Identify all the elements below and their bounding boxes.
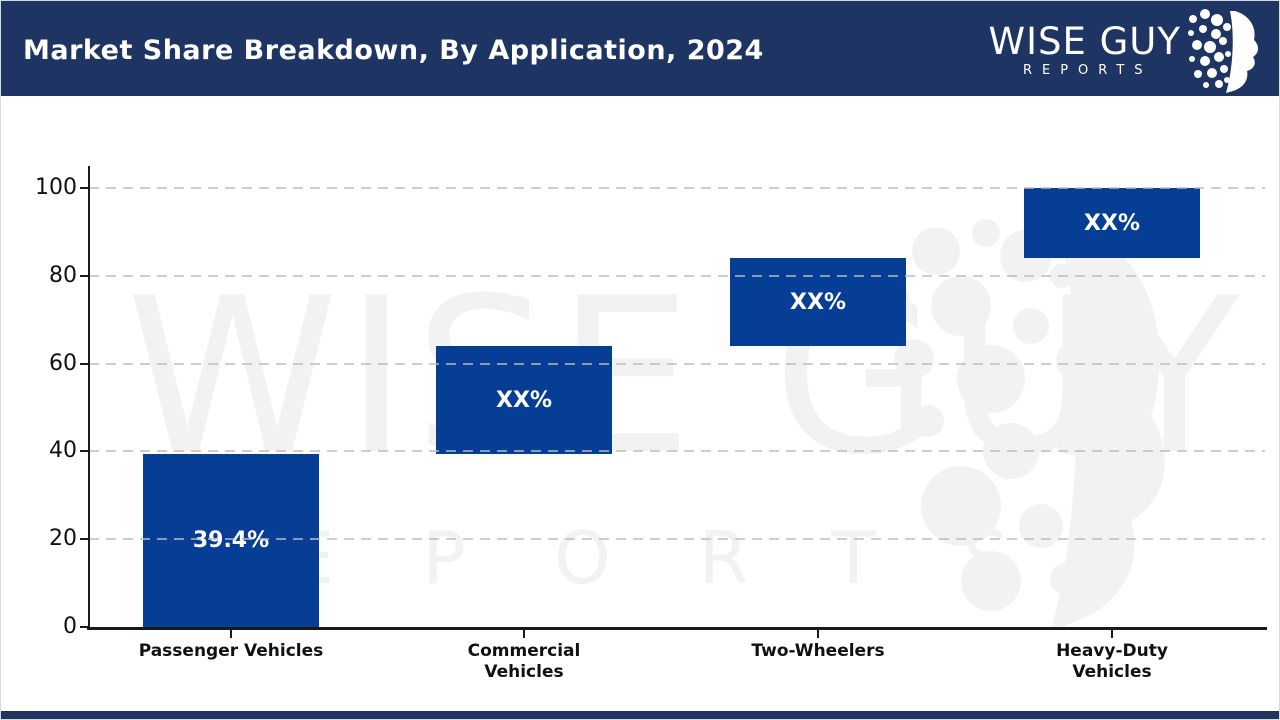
bar-segment-3: XX% bbox=[730, 258, 906, 347]
bar-value-label: XX% bbox=[1084, 210, 1140, 236]
x-tick-3 bbox=[817, 630, 819, 638]
header-bar: Market Share Breakdown, By Application, … bbox=[1, 1, 1279, 96]
x-category-label-line: Two-Wheelers bbox=[751, 641, 885, 661]
brand-name: WISE GUY bbox=[988, 20, 1181, 63]
x-tick-4 bbox=[1111, 630, 1113, 638]
y-tick-20 bbox=[80, 538, 89, 541]
x-category-label: Commercial Vehicles bbox=[394, 641, 654, 683]
y-tick-label-40: 40 bbox=[49, 438, 77, 464]
x-category-label-line: Commercial bbox=[467, 641, 581, 661]
brand-subname: REPORTS bbox=[1022, 63, 1153, 78]
y-axis bbox=[88, 166, 90, 628]
y-tick-0 bbox=[80, 626, 89, 628]
bar-segment-2: XX% bbox=[436, 346, 612, 455]
y-tick-60 bbox=[80, 362, 89, 365]
footer-bar bbox=[1, 711, 1279, 719]
x-category-label-line: Passenger Vehicles bbox=[138, 641, 324, 661]
y-tick-label-60: 60 bbox=[49, 350, 77, 376]
brand-logo: WISE GUY REPORTS bbox=[989, 7, 1265, 93]
watermark-face-icon bbox=[886, 219, 1165, 631]
brand-logo-text: WISE GUY REPORTS bbox=[988, 20, 1181, 79]
y-tick-40 bbox=[80, 450, 89, 453]
x-category-label: Heavy-Duty Vehicles bbox=[982, 641, 1242, 683]
x-category-label-line: Vehicles bbox=[484, 662, 564, 682]
bar-value-label: XX% bbox=[790, 289, 846, 315]
y-tick-label-0: 0 bbox=[63, 614, 77, 639]
y-tick-label-80: 80 bbox=[49, 262, 77, 288]
brand-face-icon bbox=[1188, 9, 1259, 93]
bar-value-label: 39.4% bbox=[192, 528, 270, 553]
bar-segment-4: XX% bbox=[1024, 188, 1200, 259]
x-category-label: Passenger Vehicles bbox=[101, 641, 361, 662]
y-tick-label-20: 20 bbox=[49, 526, 77, 552]
x-tick-2 bbox=[523, 630, 525, 638]
x-tick-1 bbox=[230, 630, 232, 638]
x-axis bbox=[87, 627, 1267, 630]
y-tick-100 bbox=[80, 187, 89, 189]
bar-segment-1: 39.4% bbox=[143, 454, 319, 627]
x-category-label-line: Heavy-Duty bbox=[1056, 641, 1168, 661]
y-tick-label-100: 100 bbox=[35, 175, 77, 200]
page-title: Market Share Breakdown, By Application, … bbox=[23, 35, 764, 66]
bar-value-label: XX% bbox=[496, 387, 552, 413]
y-tick-80 bbox=[80, 274, 89, 277]
chart-area: WISE GUY REPORTS 39.4% XX% XX% XX% 0 20 40 60 8… bbox=[1, 96, 1279, 713]
x-category-label: Two-Wheelers bbox=[688, 641, 948, 662]
x-category-label-line: Vehicles bbox=[1072, 662, 1152, 682]
